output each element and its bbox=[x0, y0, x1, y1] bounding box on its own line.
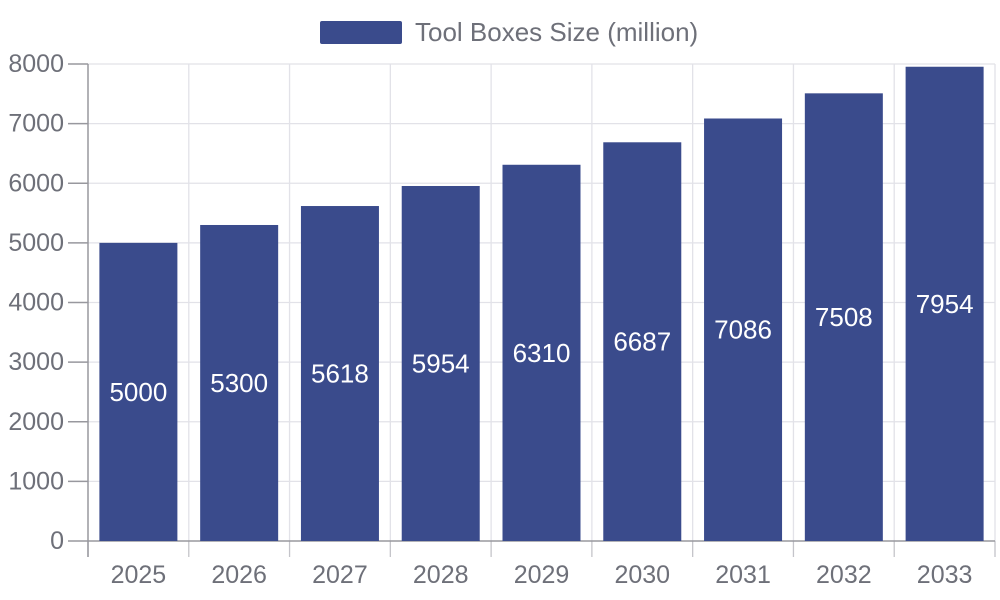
bar[interactable] bbox=[704, 118, 783, 541]
bar-value-label: 5300 bbox=[210, 368, 268, 398]
x-tick-label: 2033 bbox=[917, 561, 973, 589]
x-tick-label: 2027 bbox=[312, 561, 368, 589]
y-tick-label: 4000 bbox=[8, 289, 64, 317]
y-tick-label: 0 bbox=[50, 527, 64, 555]
legend-label: Tool Boxes Size (million) bbox=[415, 17, 699, 47]
legend-item[interactable]: Tool Boxes Size (million) bbox=[320, 19, 698, 45]
y-tick-label: 7000 bbox=[8, 110, 64, 138]
bar[interactable] bbox=[200, 224, 279, 542]
bar-value-label: 5954 bbox=[412, 348, 470, 378]
bar[interactable] bbox=[804, 93, 883, 541]
bar-value-label: 7508 bbox=[815, 302, 873, 332]
y-tick-label: 2000 bbox=[8, 408, 64, 436]
x-tick-label: 2028 bbox=[413, 561, 469, 589]
y-tick-label: 3000 bbox=[8, 348, 64, 376]
bar-value-label: 6687 bbox=[613, 327, 671, 357]
bar[interactable] bbox=[300, 206, 379, 542]
x-tick-label: 2032 bbox=[816, 561, 872, 589]
y-tick-label: 1000 bbox=[8, 467, 64, 495]
y-tick-label: 5000 bbox=[8, 229, 64, 257]
y-tick-label: 6000 bbox=[8, 169, 64, 197]
bar[interactable] bbox=[905, 66, 984, 542]
bar[interactable] bbox=[603, 142, 682, 541]
bar-value-label: 5618 bbox=[311, 359, 369, 389]
bar[interactable] bbox=[401, 185, 480, 542]
bar-value-label: 7086 bbox=[714, 315, 772, 345]
bar-value-label: 7954 bbox=[916, 289, 974, 319]
bar-value-label: 6310 bbox=[513, 338, 571, 368]
x-tick-label: 2030 bbox=[614, 561, 670, 589]
y-tick-label: 8000 bbox=[8, 50, 64, 78]
bar[interactable] bbox=[99, 242, 178, 541]
bar-value-label: 5000 bbox=[109, 377, 167, 407]
x-tick-label: 2026 bbox=[211, 561, 267, 589]
bar[interactable] bbox=[502, 164, 581, 542]
x-tick-label: 2029 bbox=[514, 561, 570, 589]
legend-swatch-icon bbox=[320, 20, 402, 44]
x-tick-label: 2031 bbox=[715, 561, 771, 589]
x-tick-label: 2025 bbox=[111, 561, 167, 589]
